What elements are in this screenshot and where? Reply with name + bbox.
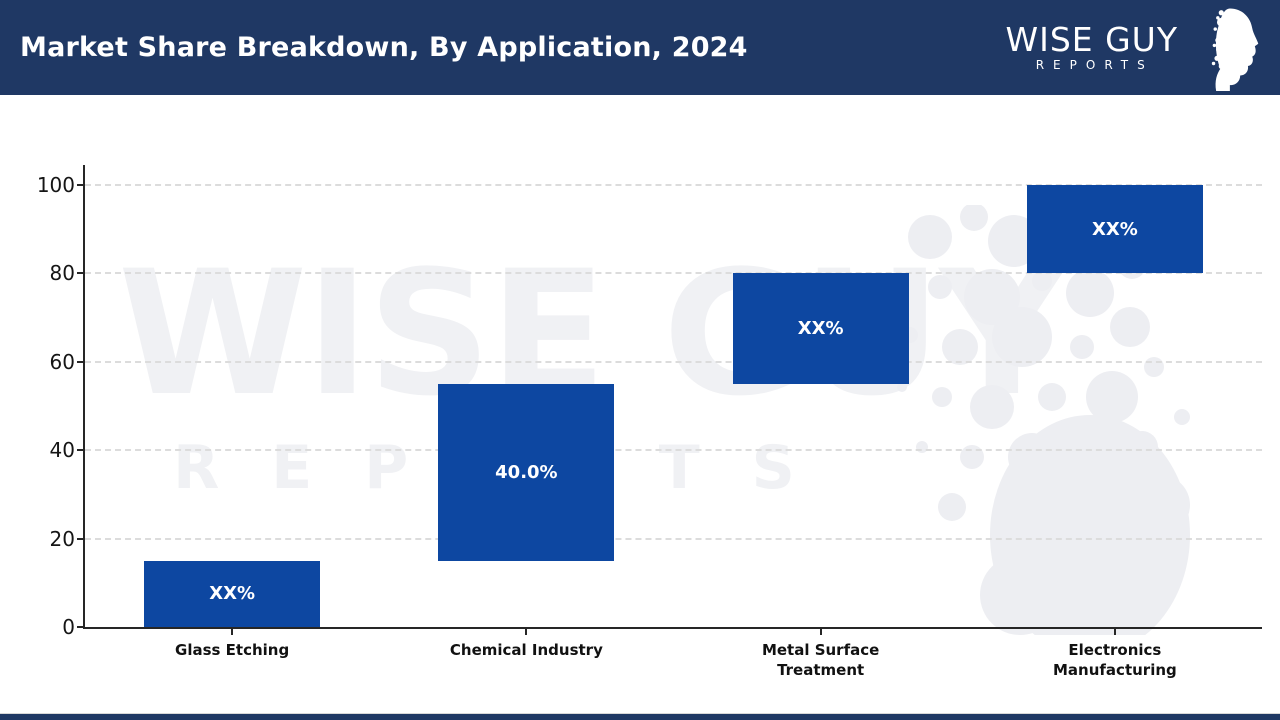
logo-subtitle: REPORTS <box>1035 58 1154 72</box>
y-tick-0 <box>77 626 85 628</box>
logo-text: WISE GUY REPORTS <box>1005 23 1178 72</box>
x-axis-spine <box>83 627 1262 629</box>
x-label-glass-etching: Glass Etching <box>175 641 290 659</box>
gridline-20 <box>85 537 1262 540</box>
bar-value-label: 40.0% <box>495 461 558 483</box>
bar-metal-surface-treatment: XX% <box>732 273 909 384</box>
y-tick-label-0: 0 <box>62 615 75 639</box>
x-label-electronics-manufacturing: Electronics Manufacturing <box>1053 641 1177 680</box>
y-tick-label-20: 20 <box>49 526 75 551</box>
bar-value-label: XX% <box>1091 218 1138 240</box>
x-tick-glass-etching <box>231 628 234 635</box>
x-tick-electronics-manufacturing <box>1113 628 1116 635</box>
logo: WISE GUY REPORTS <box>1005 5 1280 91</box>
header: Market Share Breakdown, By Application, … <box>0 0 1280 95</box>
y-tick-label-40: 40 <box>49 438 75 463</box>
y-tick-40 <box>77 449 85 452</box>
x-label-chemical-industry: Chemical Industry <box>449 641 603 659</box>
logo-head-icon <box>1211 7 1259 91</box>
bar-chemical-industry: 40.0% <box>438 383 615 561</box>
gridline-100 <box>85 184 1262 186</box>
x-tick-metal-surface-treatment <box>819 628 822 635</box>
y-tick-60 <box>77 360 85 363</box>
x-label-metal-surface-treatment: Metal Surface Treatment <box>761 641 880 680</box>
footer-bar <box>0 714 1280 720</box>
bar-glass-etching: XX% <box>144 560 321 627</box>
gridline-80 <box>85 272 1262 275</box>
y-tick-20 <box>77 537 85 540</box>
logo-wordmark: WISE GUY <box>1005 20 1178 59</box>
bar-value-label: XX% <box>209 583 256 605</box>
chart-title: Market Share Breakdown, By Application, … <box>20 32 748 63</box>
gridline-40 <box>85 449 1262 452</box>
y-tick-label-100: 100 <box>36 173 75 197</box>
y-tick-label-60: 60 <box>49 349 75 374</box>
gridline-60 <box>85 360 1262 363</box>
x-tick-chemical-industry <box>525 628 528 635</box>
bar-electronics-manufacturing: XX% <box>1026 185 1203 274</box>
y-tick-100 <box>77 184 85 186</box>
y-axis-spine <box>83 165 85 629</box>
bar-value-label: XX% <box>797 318 844 340</box>
y-tick-label-80: 80 <box>49 261 75 286</box>
y-tick-80 <box>77 272 85 275</box>
footer-hairline <box>0 713 1280 714</box>
